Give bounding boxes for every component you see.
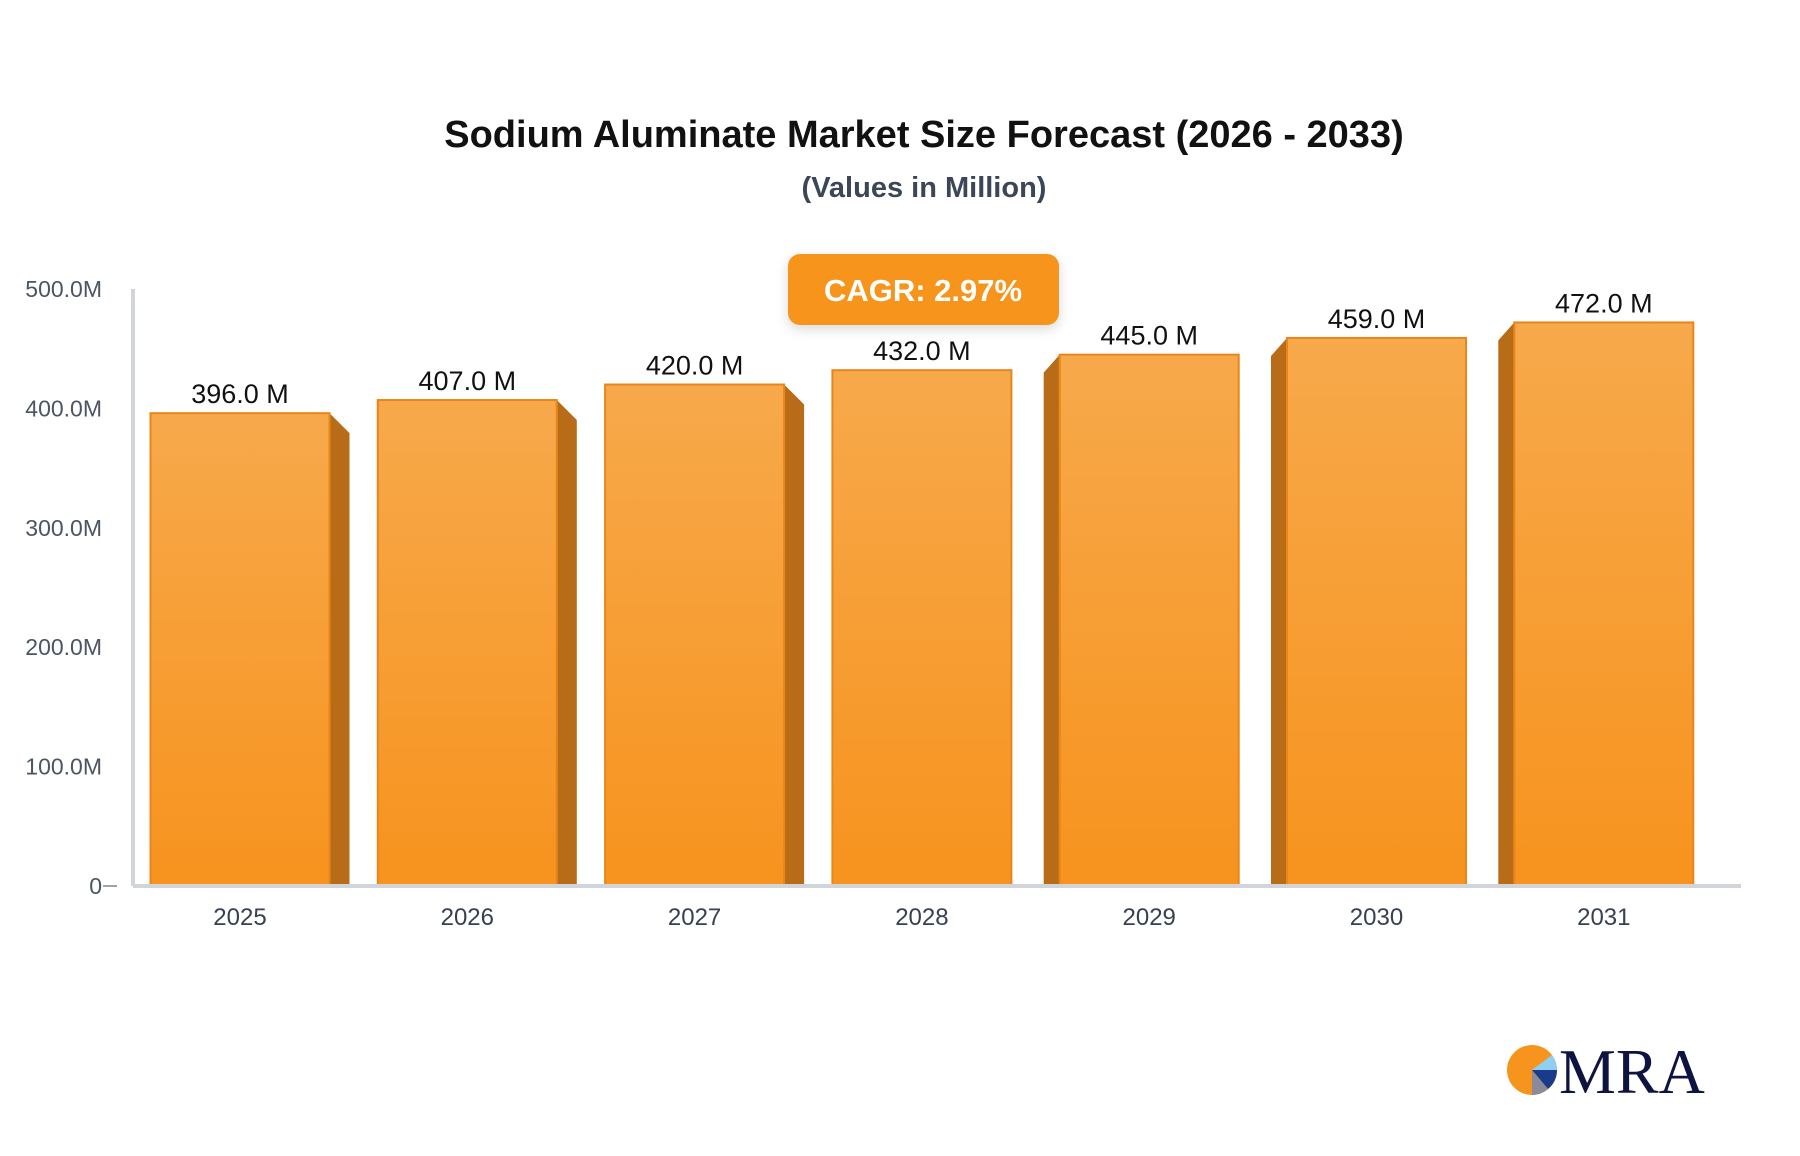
- bar-side: [329, 413, 350, 885]
- y-tick-label: 200.0M: [25, 634, 102, 660]
- data-label: 459.0 M: [1328, 304, 1426, 334]
- data-label: 472.0 M: [1555, 288, 1653, 318]
- bar-side: [556, 400, 577, 885]
- y-tick-label: 300.0M: [25, 515, 102, 541]
- y-tick-label: 100.0M: [25, 754, 102, 780]
- bar-group: 420.0 M: [604, 351, 805, 886]
- x-tick-label: 2028: [895, 904, 948, 931]
- y-tick-label: 500.0M: [25, 276, 102, 302]
- bar-group: 407.0 M: [376, 366, 577, 886]
- bar: [604, 383, 786, 886]
- bar-side: [1043, 354, 1060, 885]
- x-tick-label: 2029: [1123, 904, 1176, 931]
- bar-group: 472.0 M: [1498, 288, 1695, 886]
- bar-group: 459.0 M: [1271, 304, 1467, 887]
- bar-group: 432.0 M: [831, 336, 1013, 886]
- cagr-label: CAGR: 2.97%: [824, 273, 1022, 308]
- bars: 396.0 M 407.0 M 420.0 M 432.0 M 445.0 M 459.0…: [149, 288, 1695, 887]
- x-tick-label: 2025: [213, 904, 266, 931]
- bar-side: [1498, 322, 1515, 885]
- bar: [376, 399, 558, 886]
- y-tick-label: 0: [89, 873, 102, 899]
- mra-logo: MRA: [1507, 1036, 1705, 1107]
- x-tick-label: 2031: [1577, 904, 1630, 931]
- logo-text: MRA: [1559, 1036, 1705, 1107]
- y-axis: 0 100.0M 200.0M 300.0M 400.0M 500.0M: [25, 276, 135, 899]
- data-label: 432.0 M: [873, 336, 971, 366]
- x-axis: 2025 2026 2027 2028 2029 2030 2031: [133, 884, 1741, 931]
- bar: [1058, 353, 1240, 887]
- data-label: 445.0 M: [1100, 321, 1198, 351]
- x-tick-label: 2026: [441, 904, 494, 931]
- bar-group: 396.0 M: [149, 379, 350, 886]
- data-label: 420.0 M: [646, 351, 744, 381]
- bar: [1286, 336, 1467, 887]
- bar: [149, 412, 331, 886]
- bar: [1513, 321, 1695, 886]
- bar-group: 445.0 M: [1043, 321, 1240, 887]
- bar: [831, 369, 1013, 886]
- data-label: 396.0 M: [191, 379, 289, 409]
- x-tick-label: 2027: [668, 904, 721, 931]
- bar-side: [784, 384, 805, 885]
- bar-side: [1271, 337, 1287, 886]
- x-tick-label: 2030: [1350, 904, 1403, 931]
- y-tick-label: 400.0M: [25, 395, 102, 421]
- cagr-badge: [788, 254, 1059, 325]
- chart-title: Sodium Aluminate Market Size Forecast (2…: [444, 114, 1403, 156]
- chart-subtitle: (Values in Million): [802, 172, 1047, 204]
- data-label: 407.0 M: [419, 366, 517, 396]
